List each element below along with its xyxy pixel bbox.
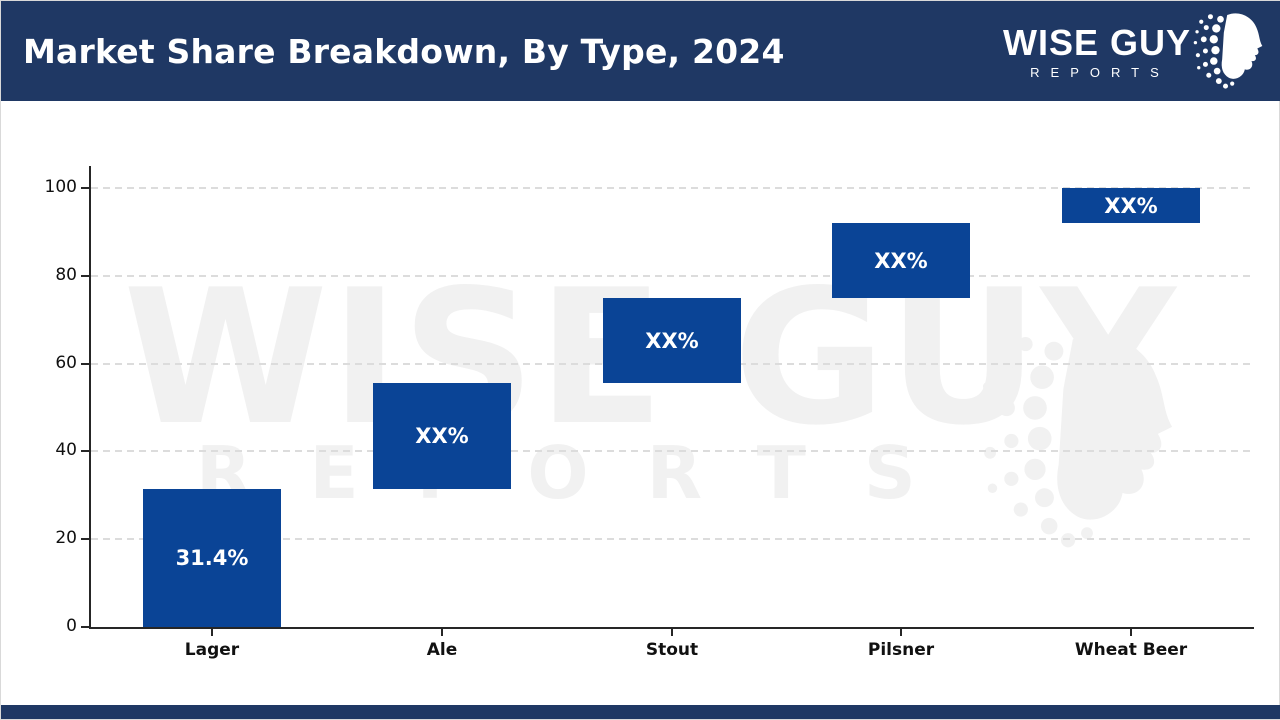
x-tick-5 [1130, 629, 1132, 636]
watermark-head-icon [978, 334, 1173, 548]
bar-pilsner: XX% [832, 223, 970, 299]
gridline-20 [91, 538, 1254, 541]
bar-ale: XX% [373, 383, 511, 490]
gridline-100 [91, 187, 1254, 189]
bar-lager: 31.4% [143, 489, 281, 627]
y-tick-20 [81, 538, 89, 541]
y-tick-label-80: 80 [55, 264, 77, 285]
y-tick-80 [81, 274, 89, 277]
y-tick-label-20: 20 [55, 528, 77, 549]
waterfall-chart: 31.4% XX% XX% XX% XX% 0 20 40 60 80 100 Lager Ale Sto… [1, 101, 1280, 707]
brand-subtitle: REPORTS [1030, 65, 1170, 80]
bar-stout: XX% [603, 298, 741, 383]
brand-logo: WISE GUY REPORTS [1003, 7, 1280, 95]
y-tick-label-40: 40 [55, 440, 77, 461]
x-tick-4 [900, 629, 902, 636]
bar-wheat-beer: XX% [1062, 188, 1200, 224]
bar-value-label: 31.4% [175, 546, 249, 571]
gridline-80 [91, 274, 1254, 277]
brand-name: WISE GUY [1002, 22, 1191, 63]
y-tick-0 [81, 626, 89, 628]
page-title: Market Share Breakdown, By Type, 2024 [23, 31, 785, 71]
brand-head-icon [1193, 13, 1263, 89]
y-tick-40 [81, 450, 89, 453]
y-tick-label-100: 100 [44, 177, 77, 197]
footer-bar [1, 705, 1280, 719]
gridline-40 [91, 450, 1254, 453]
watermark-subtext: REPORTS [196, 431, 974, 515]
y-tick-60 [81, 362, 89, 365]
x-category-label-lager: Lager [184, 640, 240, 660]
x-tick-3 [671, 629, 673, 636]
y-tick-label-0: 0 [66, 616, 77, 636]
x-category-label-pilsner: Pilsner [867, 640, 935, 660]
x-tick-2 [441, 629, 443, 636]
y-tick-100 [81, 187, 89, 189]
bar-value-label: XX% [1104, 193, 1158, 218]
x-category-label-stout: Stout [645, 640, 699, 660]
x-category-label-wheat-beer: Wheat Beer [1074, 640, 1188, 660]
x-category-label-ale: Ale [426, 640, 458, 660]
bar-value-label: XX% [645, 328, 699, 353]
bar-value-label: XX% [874, 248, 928, 273]
header-bar: Market Share Breakdown, By Type, 2024 WI… [1, 1, 1280, 101]
x-axis-line [89, 627, 1254, 629]
bar-value-label: XX% [415, 424, 469, 449]
brand-logo-text: WISE GUY REPORTS [1003, 22, 1191, 80]
x-tick-1 [211, 629, 213, 636]
y-axis-line [89, 166, 91, 629]
y-tick-label-60: 60 [55, 352, 77, 373]
